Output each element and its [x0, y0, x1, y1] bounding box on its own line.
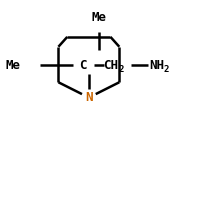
Text: 2: 2 [164, 65, 169, 74]
Text: NH: NH [149, 59, 164, 72]
Text: Me: Me [5, 59, 20, 72]
Text: C: C [79, 59, 87, 72]
Text: Me: Me [91, 11, 106, 24]
Text: CH: CH [104, 59, 119, 72]
Text: N: N [85, 90, 93, 103]
Text: 2: 2 [118, 65, 124, 74]
